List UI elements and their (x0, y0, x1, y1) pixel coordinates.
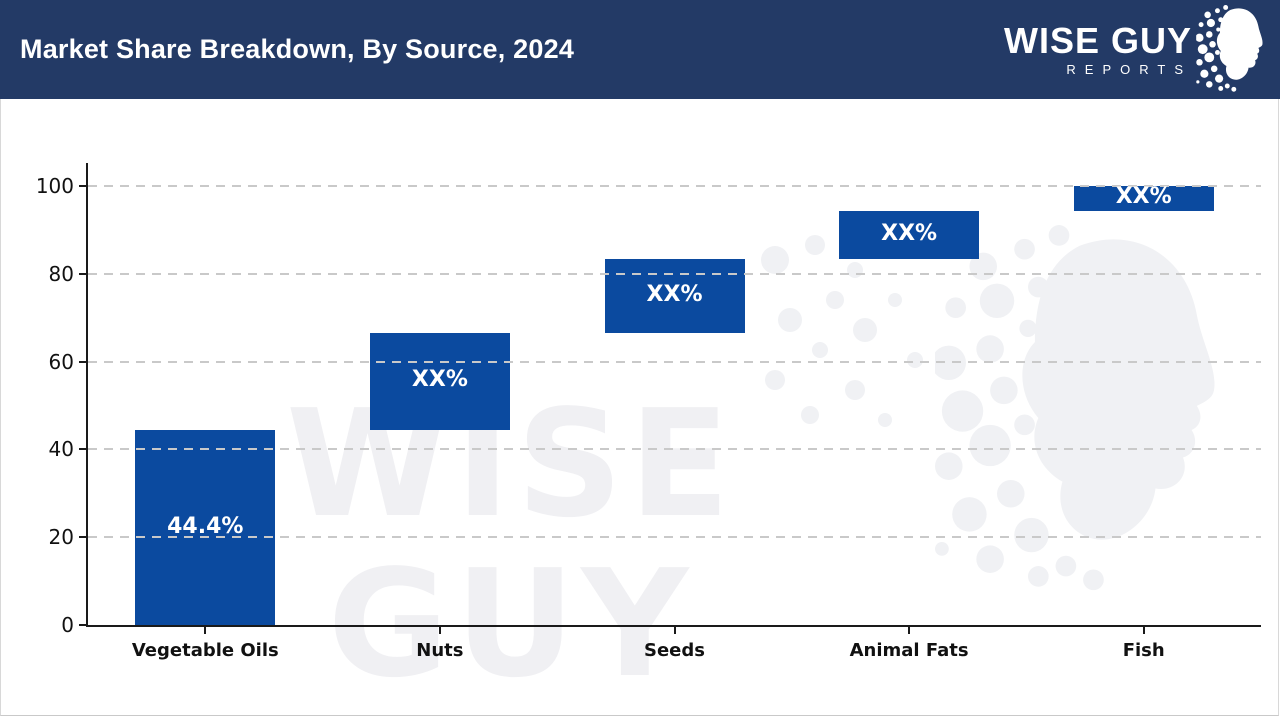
report-header: Market Share Breakdown, By Source, 2024 … (0, 0, 1280, 99)
x-tick (438, 625, 441, 634)
x-axis-spine (86, 625, 1261, 627)
y-tick-label: 0 (61, 613, 74, 637)
gridline (88, 185, 1261, 187)
wiseguy-logo-line2: REPORTS (1066, 61, 1192, 77)
x-tick (204, 625, 207, 634)
report-title: Market Share Breakdown, By Source, 2024 (20, 34, 575, 64)
x-tick (908, 625, 911, 634)
y-tick-label: 40 (48, 437, 74, 462)
gridline (88, 360, 1261, 363)
category-label: Seeds (643, 640, 705, 661)
gridline (88, 448, 1261, 451)
y-tick (79, 448, 87, 451)
bar (1073, 186, 1214, 211)
category-label: Fish (1122, 640, 1165, 661)
y-tick (79, 624, 87, 626)
y-tick-label: 80 (48, 261, 74, 286)
bar (135, 430, 276, 625)
y-tick (79, 185, 87, 187)
wiseguy-logo: WISE GUY REPORTS (1004, 0, 1270, 99)
bar (604, 259, 745, 333)
y-tick-label: 60 (48, 349, 74, 374)
bar-value-label: XX% (881, 220, 938, 246)
bar-value-label: XX% (1115, 184, 1172, 210)
y-tick-label: 20 (48, 525, 74, 550)
y-tick (79, 360, 87, 363)
y-axis-spine (86, 163, 88, 627)
gridline (88, 272, 1261, 275)
y-tick (79, 536, 87, 539)
gridline (88, 536, 1261, 539)
bar-value-label: XX% (411, 367, 468, 393)
bar (369, 332, 510, 431)
category-label: Nuts (416, 640, 464, 661)
x-tick (1142, 625, 1145, 634)
y-tick-label: 100 (35, 174, 74, 198)
x-tick (673, 625, 676, 634)
y-tick (79, 272, 87, 275)
bar-value-label: 44.4% (167, 513, 244, 539)
category-label: Vegetable Oils (131, 640, 279, 661)
wiseguy-head-icon (1196, 5, 1270, 95)
wiseguy-logo-line1: WISE GUY (1003, 19, 1192, 61)
category-label: Animal Fats (849, 640, 969, 661)
bar-value-label: XX% (646, 281, 703, 307)
wiseguy-logo-text: WISE GUY REPORTS (1003, 19, 1192, 77)
